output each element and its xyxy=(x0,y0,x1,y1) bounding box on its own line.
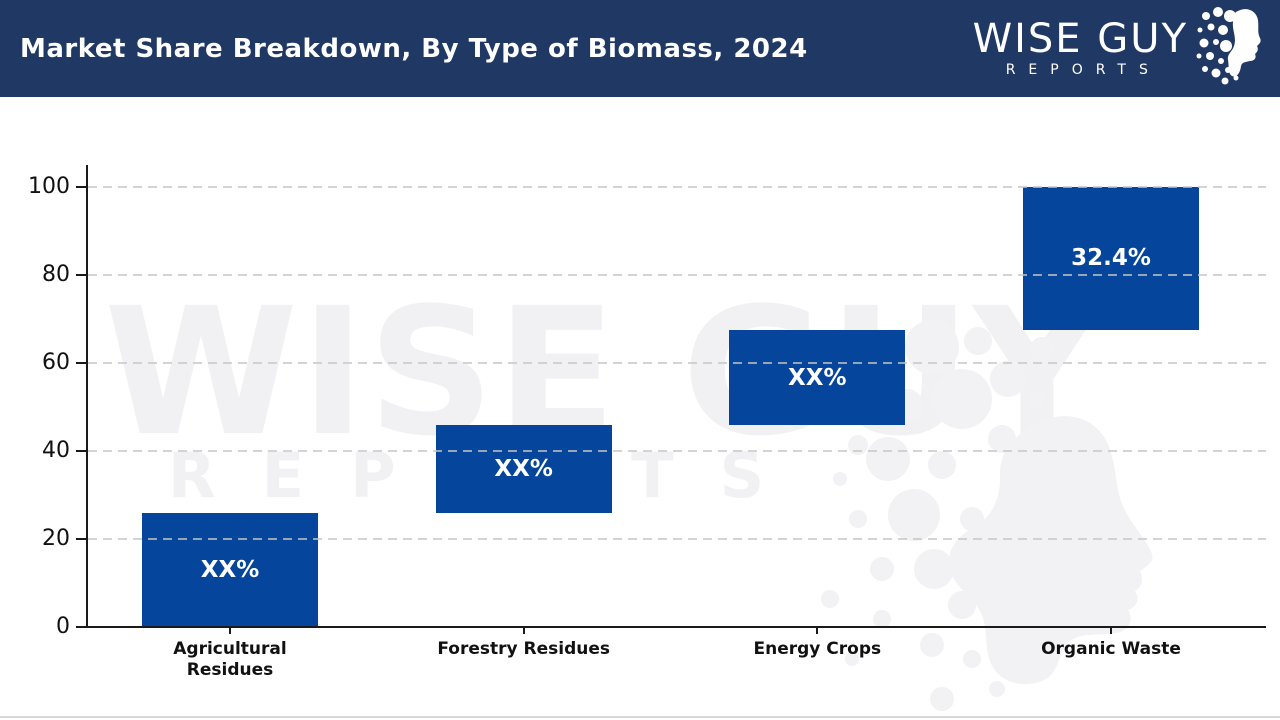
footer-divider xyxy=(0,716,1280,718)
brand-logo: WISE GUY REPORTS xyxy=(973,6,1280,92)
chart-title: Market Share Breakdown, By Type of Bioma… xyxy=(20,33,808,64)
brand-name: WISE GUY xyxy=(972,15,1188,62)
x-category-label: Agricultural Residues xyxy=(173,639,287,680)
brand-logo-text: WISE GUY REPORTS xyxy=(973,19,1188,79)
chart-area: WISE GUY REPORTS XX%XX%XX%32.4% 02040608… xyxy=(0,97,1280,717)
gridline-y80 xyxy=(88,274,1266,276)
y-tick-mark xyxy=(76,274,86,276)
header-bar: Market Share Breakdown, By Type of Bioma… xyxy=(0,0,1280,97)
y-tick-label: 80 xyxy=(42,262,70,287)
bar-organic-waste xyxy=(1023,187,1199,330)
gridline-y60 xyxy=(88,362,1266,364)
brand-subname: REPORTS xyxy=(1005,61,1161,78)
bar-agricultural-residues xyxy=(142,513,318,627)
bar-forestry-residues xyxy=(435,425,612,514)
bar-energy-crops xyxy=(729,329,906,426)
x-category-label: Forestry Residues xyxy=(437,639,610,659)
x-tick-mark xyxy=(816,628,819,634)
gridline-y40 xyxy=(88,450,1266,452)
bar-value-label: XX% xyxy=(200,557,260,584)
y-tick-label: 40 xyxy=(42,438,70,463)
x-category-label: Energy Crops xyxy=(753,639,882,659)
x-axis-spine xyxy=(86,626,1266,628)
y-tick-label: 0 xyxy=(56,614,70,639)
x-category-label: Organic Waste xyxy=(1041,639,1181,659)
x-tick-mark xyxy=(522,628,525,634)
bar-value-label: XX% xyxy=(788,364,847,391)
gridline-y20 xyxy=(88,538,1266,540)
bar-value-label: 32.4% xyxy=(1071,245,1151,272)
y-tick-label: 60 xyxy=(42,350,70,375)
y-tick-mark xyxy=(76,538,86,540)
y-tick-label: 100 xyxy=(28,174,70,199)
x-tick-mark xyxy=(1110,628,1112,634)
y-tick-label: 20 xyxy=(42,526,70,551)
gridline-y100 xyxy=(88,186,1266,188)
y-tick-mark xyxy=(76,626,86,628)
bar-value-label: XX% xyxy=(494,456,553,483)
y-tick-mark xyxy=(76,186,86,188)
x-tick-mark xyxy=(229,628,231,634)
brand-face-icon xyxy=(1192,6,1266,92)
y-tick-mark xyxy=(76,362,86,364)
y-tick-mark xyxy=(76,450,86,452)
y-axis-spine xyxy=(86,165,88,627)
